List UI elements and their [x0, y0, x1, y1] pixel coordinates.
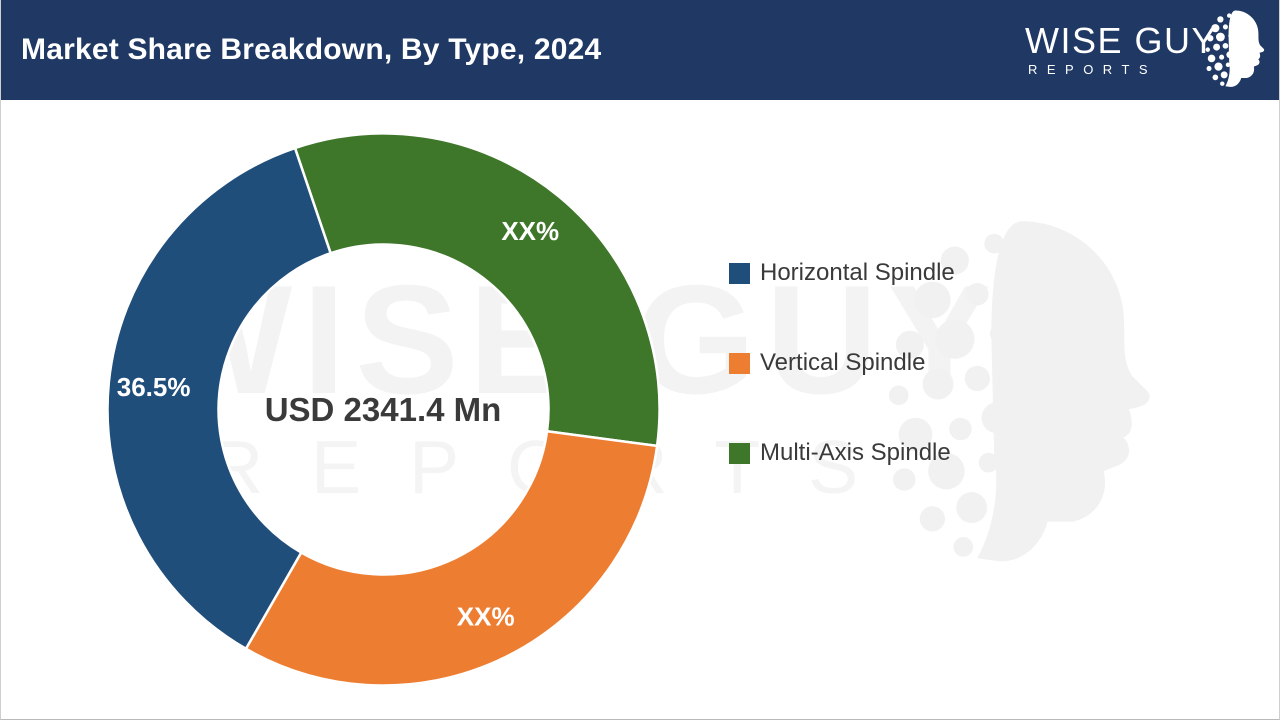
slice-label: XX%: [501, 216, 559, 246]
page-title: Market Share Breakdown, By Type, 2024: [21, 33, 602, 66]
legend: Horizontal Spindle Vertical Spindle Multi-…: [729, 259, 955, 532]
legend-label: Multi-Axis Spindle: [760, 439, 951, 466]
wiseguy-logo: WISE GUY REPORTS: [1025, 10, 1265, 90]
donut-slice-multi-axis-spindle: [293, 132, 661, 448]
legend-swatch-icon: [729, 442, 750, 464]
slice-label: XX%: [457, 602, 515, 632]
donut-chart: XX% XX% 36.5%: [106, 132, 661, 687]
head-profile-icon: [1201, 8, 1265, 90]
donut-slice-vertical-spindle: [244, 430, 659, 687]
header-bar: Market Share Breakdown, By Type, 2024 WI…: [1, 0, 1279, 100]
legend-label: Horizontal Spindle: [760, 259, 955, 286]
slice-label: 36.5%: [117, 372, 191, 402]
legend-item: Multi-Axis Spindle: [729, 439, 955, 466]
legend-swatch-icon: [729, 262, 750, 284]
logo-reports-text: REPORTS: [1027, 62, 1158, 77]
donut-slice-horizontal-spindle: [106, 146, 332, 651]
legend-item: Horizontal Spindle: [729, 259, 955, 286]
chart-center-value: USD 2341.4 Mn: [264, 391, 502, 428]
legend-label: Vertical Spindle: [760, 349, 926, 376]
logo-wordmark: WISE GUY REPORTS: [1024, 20, 1217, 78]
legend-swatch-icon: [729, 352, 750, 374]
logo-wiseguy-text: WISE GUY: [1024, 20, 1217, 61]
legend-item: Vertical Spindle: [729, 349, 955, 376]
